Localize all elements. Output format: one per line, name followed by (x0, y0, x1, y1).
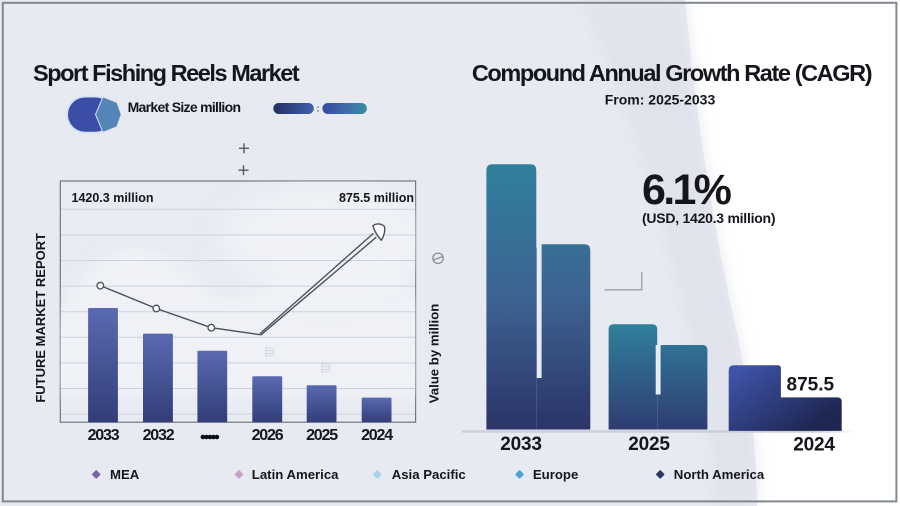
svg-text:2025: 2025 (306, 427, 338, 444)
svg-text:2026: 2026 (252, 427, 284, 444)
svg-text:Market Size million: Market Size million (128, 99, 241, 115)
svg-text:2033: 2033 (88, 427, 120, 444)
svg-text::: : (317, 104, 320, 114)
svg-text:North America: North America (674, 467, 765, 482)
svg-text:2024: 2024 (793, 435, 835, 456)
svg-text:Latin America: Latin America (252, 467, 339, 482)
svg-text:Europe: Europe (533, 467, 578, 482)
svg-text:FUTURE MARKET REPORT: FUTURE MARKET REPORT (33, 233, 48, 403)
svg-text:Asia Pacific: Asia Pacific (392, 467, 466, 482)
svg-text:2033: 2033 (500, 434, 541, 455)
svg-text:875.5 million: 875.5 million (339, 191, 414, 205)
svg-text:Compound Annual Growth Rate (C: Compound Annual Growth Rate (CAGR) (472, 60, 872, 86)
svg-text:Value by million: Value by million (427, 304, 442, 404)
svg-text:1420.3 million: 1420.3 million (72, 191, 154, 205)
svg-text:From: 2025-2033: From: 2025-2033 (605, 92, 716, 108)
svg-text:875.5: 875.5 (787, 375, 835, 396)
svg-text:2024: 2024 (361, 427, 393, 444)
svg-text:2032: 2032 (143, 427, 175, 444)
svg-text:MEA: MEA (110, 467, 140, 482)
svg-text:(USD, 1420.3 million): (USD, 1420.3 million) (642, 210, 775, 226)
svg-text:2025: 2025 (628, 434, 670, 455)
svg-text:Sport Fishing Reels Market: Sport Fishing Reels Market (33, 60, 300, 86)
svg-text:6.1%: 6.1% (642, 166, 732, 214)
